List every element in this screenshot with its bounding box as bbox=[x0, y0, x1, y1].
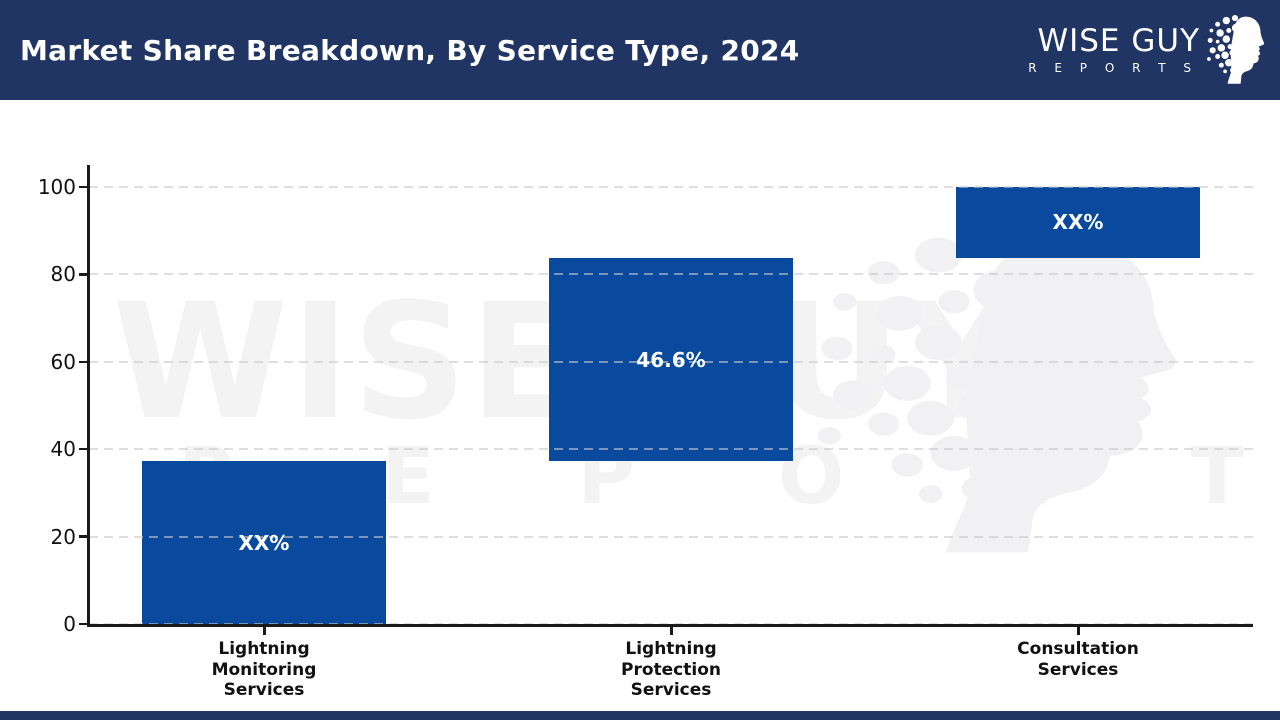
bar-value-label: XX% bbox=[1052, 210, 1104, 235]
bar-lightning-protection-services bbox=[549, 257, 793, 462]
logo-face-icon bbox=[1207, 14, 1265, 84]
gridline bbox=[89, 535, 1253, 538]
y-axis-line bbox=[87, 165, 90, 627]
gridline bbox=[89, 360, 1253, 363]
y-tick-label: 100 bbox=[37, 175, 76, 199]
page-title: Market Share Breakdown, By Service Type,… bbox=[20, 33, 800, 67]
logo-subtext: R E P O R T S bbox=[1028, 60, 1198, 75]
y-tick-label: 0 bbox=[63, 612, 76, 636]
x-category-label: Consultation Services bbox=[1017, 639, 1139, 680]
y-tick-mark bbox=[79, 185, 87, 189]
x-category-label: Lightning Monitoring Services bbox=[211, 639, 317, 701]
wiseguy-logo: WISE GUY R E P O R T S bbox=[1028, 12, 1266, 88]
y-tick-label: 80 bbox=[50, 262, 76, 287]
x-tick-mark bbox=[263, 627, 266, 635]
y-tick-mark bbox=[79, 360, 87, 364]
header-bar: Market Share Breakdown, By Service Type,… bbox=[0, 0, 1280, 100]
y-tick-label: 20 bbox=[50, 524, 76, 549]
gridline bbox=[89, 186, 1253, 188]
bar-consultation-services bbox=[956, 187, 1200, 258]
y-tick-mark bbox=[79, 535, 87, 538]
watermark-face-icon bbox=[817, 228, 1177, 553]
y-tick-mark bbox=[79, 273, 87, 276]
gridline bbox=[89, 273, 1253, 276]
bar-value-label: XX% bbox=[238, 530, 290, 555]
y-tick-mark bbox=[79, 447, 87, 451]
footer-strip bbox=[0, 711, 1280, 720]
x-axis-line bbox=[87, 624, 1253, 627]
logo-wordmark: WISE GUY bbox=[1037, 22, 1200, 59]
gridline bbox=[89, 448, 1253, 451]
bar-lightning-monitoring-services bbox=[142, 461, 386, 624]
y-tick-label: 40 bbox=[50, 437, 76, 462]
y-tick-mark bbox=[79, 622, 87, 626]
y-tick-label: 60 bbox=[50, 349, 76, 374]
x-tick-mark bbox=[670, 627, 673, 635]
x-category-label: Lightning Protection Services bbox=[621, 639, 721, 701]
bar-value-label: 46.6% bbox=[636, 347, 706, 372]
x-tick-mark bbox=[1077, 627, 1080, 635]
